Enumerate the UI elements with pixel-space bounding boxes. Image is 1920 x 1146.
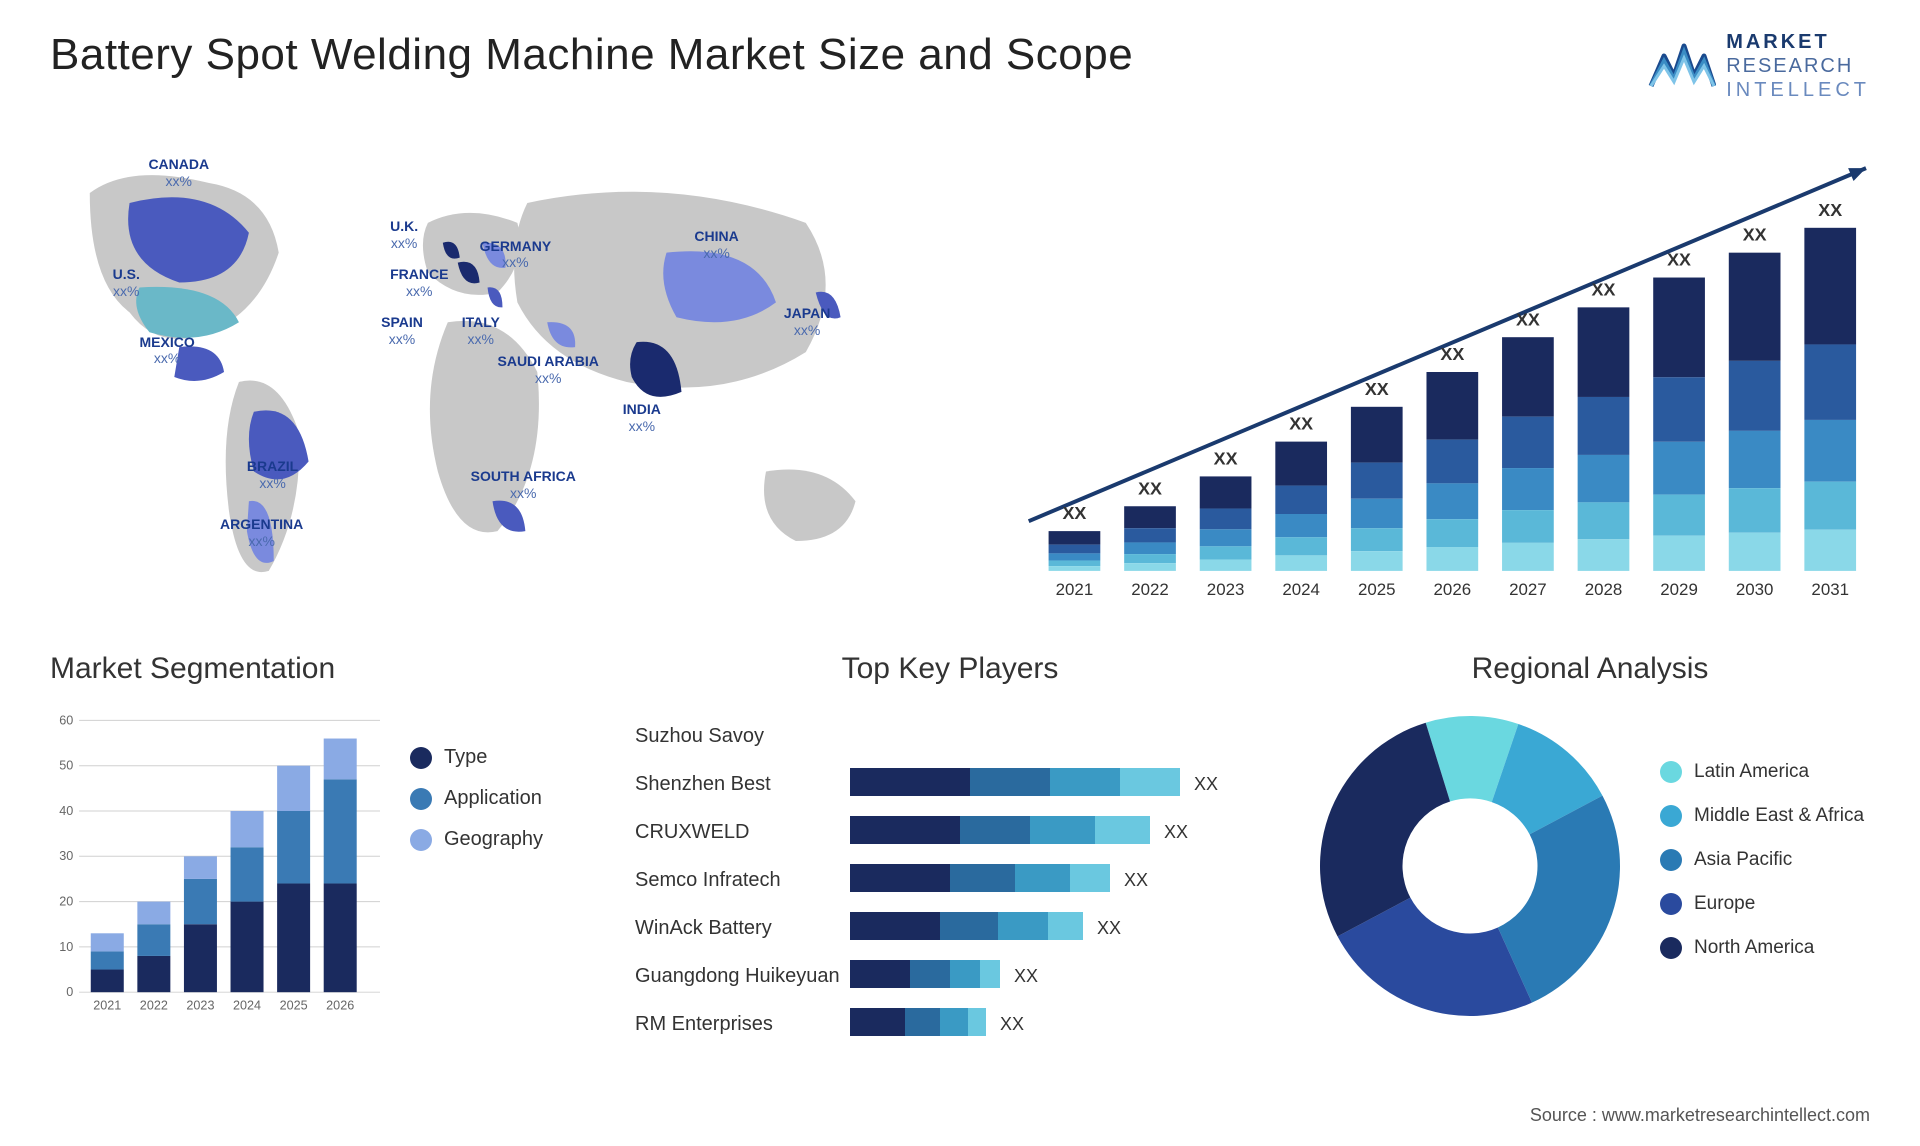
- svg-text:XX: XX: [1164, 822, 1188, 842]
- logo-text: MARKET RESEARCH INTELLECT: [1726, 30, 1870, 102]
- seg-legend-geography: Geography: [410, 828, 590, 851]
- svg-text:Suzhou Savoy: Suzhou Savoy: [635, 725, 764, 747]
- logo-line3: INTELLECT: [1726, 78, 1870, 102]
- header: Battery Spot Welding Machine Market Size…: [50, 30, 1870, 102]
- map-label-spain: SPAINxx%: [381, 314, 423, 348]
- svg-text:XX: XX: [1214, 448, 1238, 468]
- segmentation-title: Market Segmentation: [50, 652, 590, 686]
- svg-text:10: 10: [59, 940, 73, 954]
- source-attribution: Source : www.marketresearchintellect.com: [1530, 1105, 1870, 1126]
- svg-text:2031: 2031: [1811, 580, 1849, 599]
- segmentation-legend: Type Application Geography: [410, 706, 590, 1026]
- row-bottom: Market Segmentation 0 10 20 30 40 50 60 2021 202…: [50, 652, 1870, 1072]
- svg-text:2022: 2022: [1131, 580, 1169, 599]
- regional-legend-latin-america: Latin America: [1660, 761, 1870, 783]
- map-label-us: U.S.xx%: [113, 266, 140, 300]
- svg-text:XX: XX: [1516, 309, 1540, 329]
- svg-text:XX: XX: [1138, 478, 1162, 498]
- svg-text:0: 0: [66, 985, 73, 999]
- svg-text:XX: XX: [1124, 870, 1148, 890]
- svg-text:XX: XX: [1194, 774, 1218, 794]
- segmentation-panel: Market Segmentation 0 10 20 30 40 50 60 2021 202…: [50, 652, 590, 1072]
- logo: MARKET RESEARCH INTELLECT: [1646, 30, 1870, 102]
- regional-legend-north-america: North America: [1660, 937, 1870, 959]
- svg-text:XX: XX: [1592, 279, 1616, 299]
- map-label-japan: JAPANxx%: [784, 305, 830, 339]
- players-chart: Suzhou Savoy Shenzhen Best XX CRUXWELD XX Sem…: [630, 706, 1270, 1086]
- svg-text:2021: 2021: [93, 999, 121, 1013]
- map-label-uk: U.K.xx%: [390, 218, 418, 252]
- seg-legend-type: Type: [410, 746, 590, 769]
- growth-chart-panel: XX 2021 XX 2022 XX 2023 XX 2024 XX 2025 XX 2026 XX 20…: [975, 132, 1870, 612]
- svg-text:2028: 2028: [1585, 580, 1623, 599]
- seg-legend-application: Application: [410, 787, 590, 810]
- svg-text:XX: XX: [1818, 200, 1842, 220]
- page-title: Battery Spot Welding Machine Market Size…: [50, 30, 1133, 80]
- map-label-italy: ITALYxx%: [462, 314, 500, 348]
- svg-text:2027: 2027: [1509, 580, 1547, 599]
- row-top: CANADAxx% U.S.xx% MEXICOxx% BRAZILxx% ARGENT…: [50, 132, 1870, 612]
- logo-line1: MARKET: [1726, 30, 1870, 54]
- svg-text:XX: XX: [1097, 918, 1121, 938]
- regional-legend-middle-east---africa: Middle East & Africa: [1660, 805, 1870, 827]
- svg-text:2023: 2023: [186, 999, 214, 1013]
- logo-icon: [1646, 36, 1716, 96]
- map-label-brazil: BRAZILxx%: [247, 458, 298, 492]
- svg-text:XX: XX: [1014, 966, 1038, 986]
- svg-text:2025: 2025: [280, 999, 308, 1013]
- svg-text:2029: 2029: [1660, 580, 1698, 599]
- svg-text:XX: XX: [1743, 225, 1767, 245]
- map-label-china: CHINAxx%: [694, 228, 738, 262]
- svg-text:2021: 2021: [1056, 580, 1094, 599]
- map-label-canada: CANADAxx%: [148, 156, 209, 190]
- svg-text:XX: XX: [1063, 503, 1087, 523]
- svg-text:50: 50: [59, 759, 73, 773]
- svg-text:2024: 2024: [1282, 580, 1320, 599]
- players-panel: Top Key Players Suzhou Savoy Shenzhen Bes…: [630, 652, 1270, 1072]
- svg-text:2024: 2024: [233, 999, 261, 1013]
- regional-title: Regional Analysis: [1310, 652, 1870, 686]
- svg-text:2023: 2023: [1207, 580, 1245, 599]
- logo-line2: RESEARCH: [1726, 54, 1870, 78]
- map-label-mexico: MEXICOxx%: [140, 334, 195, 368]
- map-label-southafrica: SOUTH AFRICAxx%: [471, 468, 576, 502]
- svg-text:2025: 2025: [1358, 580, 1396, 599]
- map-label-france: FRANCExx%: [390, 266, 448, 300]
- svg-text:XX: XX: [1289, 414, 1313, 434]
- svg-text:2026: 2026: [326, 999, 354, 1013]
- svg-text:2022: 2022: [140, 999, 168, 1013]
- regional-legend-asia-pacific: Asia Pacific: [1660, 849, 1870, 871]
- growth-chart: XX 2021 XX 2022 XX 2023 XX 2024 XX 2025 XX 2026 XX 20…: [975, 132, 1870, 612]
- svg-text:XX: XX: [1365, 379, 1389, 399]
- svg-text:WinAck Battery: WinAck Battery: [635, 917, 772, 939]
- svg-text:XX: XX: [1667, 250, 1691, 270]
- map-label-argentina: ARGENTINAxx%: [220, 516, 303, 550]
- svg-text:2026: 2026: [1434, 580, 1472, 599]
- map-label-germany: GERMANYxx%: [480, 238, 552, 272]
- regional-legend: Latin America Middle East & Africa Asia Pa…: [1660, 751, 1870, 981]
- map-label-india: INDIAxx%: [623, 401, 661, 435]
- regional-legend-europe: Europe: [1660, 893, 1870, 915]
- svg-text:Shenzhen Best: Shenzhen Best: [635, 773, 771, 795]
- svg-text:XX: XX: [1000, 1014, 1024, 1034]
- regional-panel: Regional Analysis Latin America Middle Ea…: [1310, 652, 1870, 1072]
- svg-text:Semco Infratech: Semco Infratech: [635, 869, 781, 891]
- svg-text:XX: XX: [1440, 344, 1464, 364]
- segmentation-chart: 0 10 20 30 40 50 60 2021 2022 2023 2024 2025 2026: [50, 706, 380, 1026]
- svg-text:2030: 2030: [1736, 580, 1774, 599]
- world-map-panel: CANADAxx% U.S.xx% MEXICOxx% BRAZILxx% ARGENT…: [50, 132, 945, 612]
- svg-text:60: 60: [59, 713, 73, 727]
- svg-text:CRUXWELD: CRUXWELD: [635, 821, 749, 843]
- map-label-saudiarabia: SAUDI ARABIAxx%: [498, 353, 599, 387]
- regional-donut: [1310, 706, 1630, 1026]
- players-title: Top Key Players: [630, 652, 1270, 686]
- svg-text:RM Enterprises: RM Enterprises: [635, 1013, 773, 1035]
- svg-text:40: 40: [59, 804, 73, 818]
- svg-text:Guangdong Huikeyuan: Guangdong Huikeyuan: [635, 965, 840, 987]
- svg-text:20: 20: [59, 894, 73, 908]
- svg-text:30: 30: [59, 849, 73, 863]
